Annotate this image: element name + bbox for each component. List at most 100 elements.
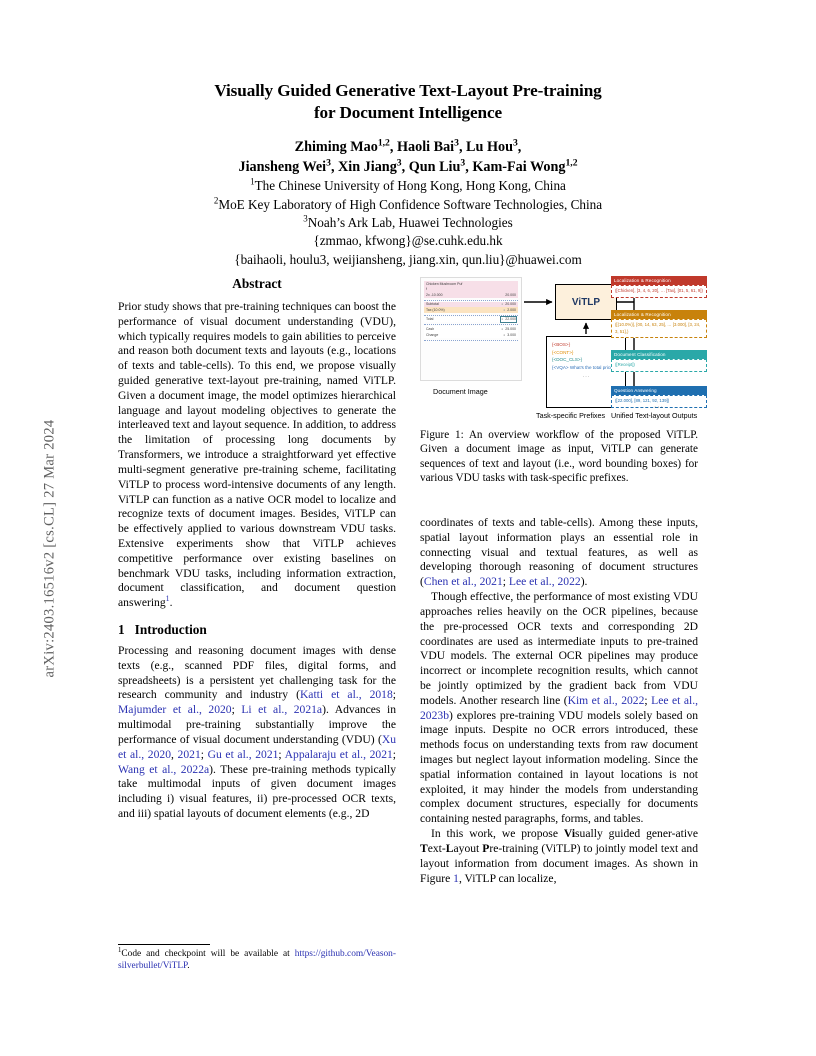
left-column: Abstract Prior study shows that pre-trai… [118, 276, 396, 822]
output-card-title: Question Answering [611, 386, 707, 396]
affiliation-text: MoE Key Laboratory of High Confidence So… [218, 196, 603, 212]
abstract-text: Prior study shows that pre-training tech… [118, 299, 396, 610]
right-paragraph-2: Though effective, the performance of mos… [420, 590, 698, 827]
text-segment: ext- [427, 841, 446, 855]
citation-link[interactable]: Kim et al., 2022 [567, 693, 645, 707]
authors-line-1: Zhiming Mao1,2, Haoli Bai3, Lu Hou3, [294, 136, 522, 155]
output-card-localization-recognition-2: Localization & Recognition ([(10.0%)], [… [611, 310, 707, 339]
footnote-text-before: Code and checkpoint will be available at [121, 949, 295, 959]
output-card-body: ([Chicken], [3, 4, 6, 20], … [Tax], [01,… [611, 285, 707, 298]
citation-link[interactable]: Appalaraju et al., 2021 [284, 747, 393, 761]
affiliation-sup: 3 [303, 213, 308, 224]
prefix-item: {<CONT>} [552, 349, 574, 355]
output-card-title: Localization & Recognition [611, 276, 707, 286]
author-name: Zhiming Mao [294, 138, 378, 155]
author-sup: 3 [454, 136, 459, 148]
receipt-row-left: Chicken Mushroom Puf [426, 281, 463, 286]
author-sup: 3 [460, 157, 466, 169]
author-name: Qun Liu [408, 158, 461, 175]
receipt-row-right: ● 3.000 [503, 332, 516, 337]
output-card-body: ([(10.0%)], [00, 14, 63, 25], … [3.000],… [611, 319, 707, 339]
text-segment: ; [644, 693, 652, 707]
citation-link[interactable]: Gu et al., 2021 [207, 747, 279, 761]
authors-line-2: Jiansheng Wei3, Xin Jiang3, Qun Liu3, Ka… [238, 157, 578, 175]
right-paragraph-3: In this work, we propose Visually guided… [420, 827, 698, 886]
receipt-divider [424, 314, 518, 316]
abstract-heading: Abstract [232, 276, 282, 291]
figure-caption-text: An overview workflow of the proposed ViT… [420, 429, 698, 484]
footnote-ref[interactable]: 1 [165, 594, 170, 604]
label-unified-outputs: Unified Text-layout Outputs [611, 411, 698, 420]
output-card-localization-recognition-1: Localization & Recognition ([Chicken], [… [611, 276, 707, 298]
author-name: Haoli Bai [396, 138, 455, 155]
prefix-ellipsis: ··· [582, 374, 591, 380]
author-sup: 3 [326, 157, 331, 169]
citation-link[interactable]: Wang et al., 2022a [118, 762, 210, 776]
citation-link[interactable]: Xu et al., 2020 [118, 732, 396, 761]
author-sup: 1,2 [565, 157, 578, 169]
output-ellipsis: ··· [654, 404, 664, 411]
email-line-2: {baihaoli, houlu3, weijiansheng, jiang.x… [234, 252, 582, 268]
text-segment: ; [392, 688, 396, 702]
task-prefix-box: {<BOS>} {<CONT>} {<DOC_CLS>} {<VQA> What… [546, 336, 626, 408]
receipt-divider [424, 299, 518, 301]
citation-link[interactable]: Majumder et al., 2020 [118, 703, 232, 717]
text-segment: ). Advances in multimodal pre-training s… [118, 703, 396, 746]
footnote-link[interactable]: https://github.com/Veason-silverbullet/V… [118, 949, 396, 972]
receipt-row-left: Cash [426, 326, 435, 331]
document-image-thumbnail: Chicken Mushroom Puf f 2x -10.000 20.000 … [420, 277, 522, 381]
citation-link[interactable]: 2021 [177, 747, 201, 761]
text-segment: In this work, we propose [431, 827, 564, 841]
author-name: Jiansheng Wei [238, 158, 327, 175]
author-sup: 3 [512, 136, 518, 148]
receipt-row: Tax (10.0%) ● 2.000 [424, 307, 518, 313]
affiliation-3: 3Noah’s Ark Lab, Huawei Technologies [108, 214, 708, 232]
receipt-divider [424, 339, 518, 341]
text-segment: ; [278, 747, 285, 761]
prefix-item: {<DOC_CLS>} [552, 357, 583, 363]
text-segment: , ViTLP can localize, [458, 871, 557, 885]
receipt-row-total: Total ● 22.000 [424, 316, 518, 323]
text-segment: , [171, 747, 178, 761]
text-segment: ayout [453, 841, 483, 855]
receipt-row-right-highlight: ● 22.000 [500, 316, 517, 323]
receipt-row: Subtotal ● 20.000 [424, 301, 518, 308]
footnote-rule [118, 944, 210, 945]
affiliation-text: Noah’s Ark Lab, Huawei Technologies [307, 215, 513, 230]
text-segment: re-training (ViTLP) to jointly model tex… [420, 841, 699, 885]
footnote-marker: 1 [118, 946, 122, 954]
vitlp-model-box: ViTLP [555, 284, 617, 320]
receipt-row-left: Subtotal [426, 302, 439, 307]
page-title: Visually Guided Generative Text-Layout P… [108, 80, 708, 125]
citation-link[interactable]: Li et al., 2021a [241, 703, 323, 717]
output-card-body: ([22.000], [89, 121, 92, 139]) [611, 395, 707, 408]
text-segment: coordinates of texts and table-cells). A… [420, 516, 698, 589]
figure-reference-link[interactable]: 1 [453, 871, 459, 885]
author-name: Xin Jiang [338, 158, 397, 175]
text-segment: ; [231, 703, 242, 717]
receipt-row-right: ● 20.000 [501, 302, 516, 307]
citation-link[interactable]: Chen et al., 2021 [423, 575, 503, 589]
title-line-2: for Document Intelligence [313, 103, 503, 123]
text-segment: ) explores pre-training VDU models solel… [420, 708, 698, 826]
right-paragraph-1: coordinates of texts and table-cells). A… [420, 516, 698, 590]
text-segment: Though effective, the performance of mos… [420, 590, 698, 707]
citation-link[interactable]: Lee et al., 2022 [508, 575, 581, 589]
text-segment: sually guided gener-ative [575, 827, 699, 841]
affiliation-sup: 1 [250, 176, 255, 187]
prefix-item: {<BOS>} [552, 342, 571, 347]
text-segment: ; [200, 747, 208, 761]
receipt-row-right: 20.000 [505, 292, 516, 297]
citation-link[interactable]: Lee et al., 2023b [420, 693, 698, 722]
citation-link[interactable]: Katti et al., 2018 [299, 688, 393, 702]
receipt-row: Chicken Mushroom Puf [424, 281, 518, 287]
affiliation-sup: 2 [213, 195, 219, 206]
title-block: Visually Guided Generative Text-Layout P… [108, 80, 708, 270]
receipt-row: Change ● 3.000 [424, 331, 518, 338]
author-sup: 3 [396, 157, 402, 169]
emphasis-p: P [482, 841, 490, 855]
receipt-row: f [424, 286, 518, 293]
receipt-row-left: Total [426, 317, 434, 322]
receipt-row: Cash ● 25.000 [424, 326, 518, 332]
